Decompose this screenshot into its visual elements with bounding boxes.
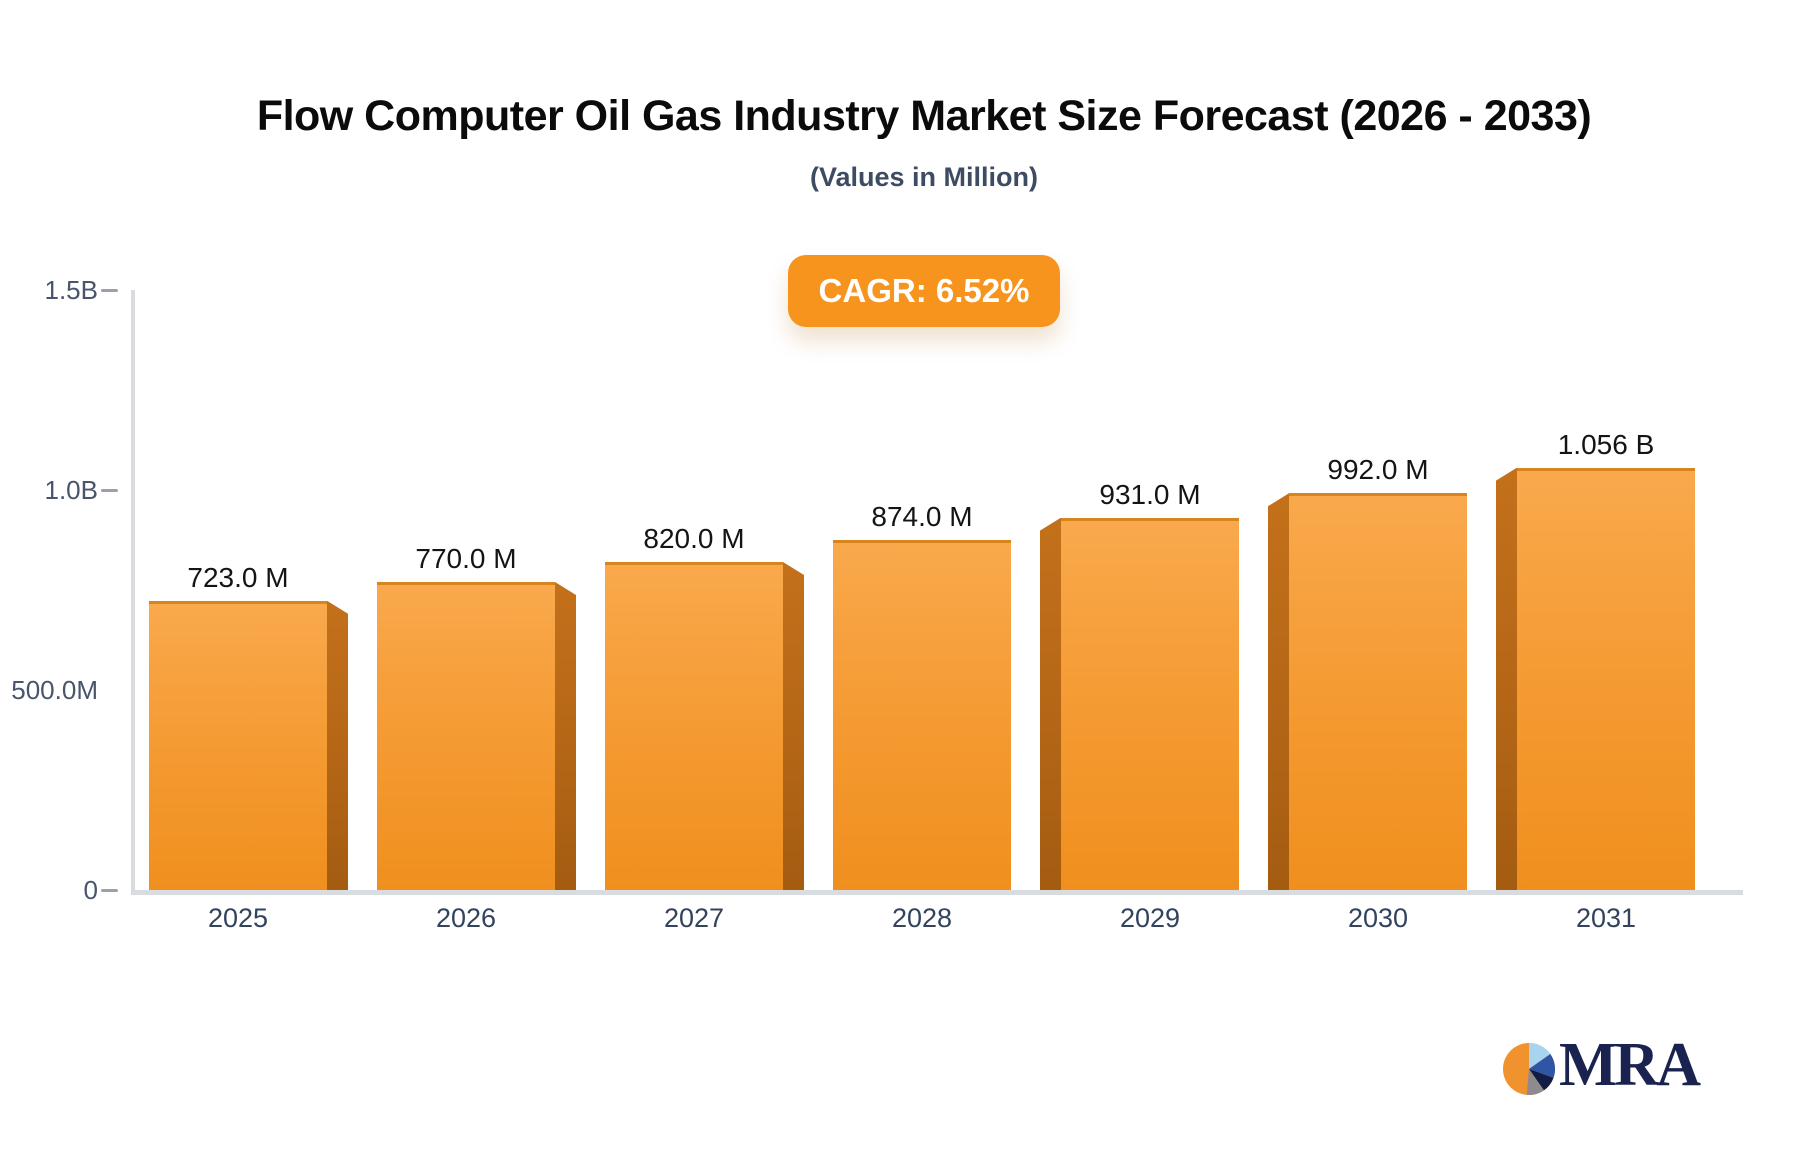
x-axis-label-2025: 2025 [207, 903, 269, 933]
bar-value-label-2028: 874.0 M [871, 501, 973, 533]
y-axis-line [131, 290, 135, 895]
bar-2027-bevel [783, 562, 804, 890]
logo-wordmark: MRA [1559, 1031, 1701, 1099]
bar-2028[interactable] [833, 540, 1011, 890]
bar-2025[interactable] [149, 600, 327, 890]
bar-value-label-2025: 723.0 M [187, 561, 289, 593]
x-axis-label-2030: 2030 [1347, 903, 1409, 933]
x-axis-label-2027: 2027 [663, 903, 725, 933]
y-axis-tick-dash [101, 889, 118, 892]
bar-value-label-2031: 1.056 B [1557, 428, 1655, 460]
brand-logo: MRA [1503, 1031, 1701, 1099]
y-axis-tick-label: 1.0B [44, 475, 99, 505]
bar-2030-bevel [1268, 493, 1289, 890]
bar-2026-bevel [555, 582, 576, 890]
bar-value-label-2026: 770.0 M [415, 543, 517, 574]
x-axis-line [131, 890, 1743, 895]
bar-value-label-2029: 931.0 M [1099, 478, 1201, 510]
chart-title: Flow Computer Oil Gas Industry Market Si… [256, 92, 1592, 140]
chart-subtitle: (Values in Million) [809, 162, 1039, 192]
x-axis-label-2026: 2026 [435, 903, 497, 933]
bar-2026[interactable] [377, 582, 555, 890]
bar-2031-bevel [1496, 467, 1517, 890]
y-axis-tick-label: 500.0M [11, 675, 98, 705]
bar-2027[interactable] [605, 562, 783, 890]
bar-2031[interactable] [1517, 467, 1695, 890]
bar-2029[interactable] [1061, 517, 1239, 890]
bar-value-label-2027: 820.0 M [643, 523, 745, 554]
y-axis-tick-dash [101, 289, 118, 292]
y-axis-tick-dash [101, 489, 118, 492]
bar-value-label-2030: 992.0 M [1327, 454, 1429, 486]
cagr-badge: CAGR: 6.52% [788, 255, 1060, 327]
pie-logo-icon [1503, 1043, 1555, 1095]
bar-2030[interactable] [1289, 493, 1467, 890]
x-axis-label-2031: 2031 [1575, 903, 1637, 933]
x-axis-label-2028: 2028 [891, 903, 953, 933]
y-axis-tick-label: 1.5B [44, 275, 99, 305]
x-axis-label-2029: 2029 [1119, 903, 1181, 933]
bar-2025-bevel [327, 600, 348, 890]
y-axis-tick-label: 0 [83, 875, 98, 905]
bar-2029-bevel [1040, 517, 1061, 890]
